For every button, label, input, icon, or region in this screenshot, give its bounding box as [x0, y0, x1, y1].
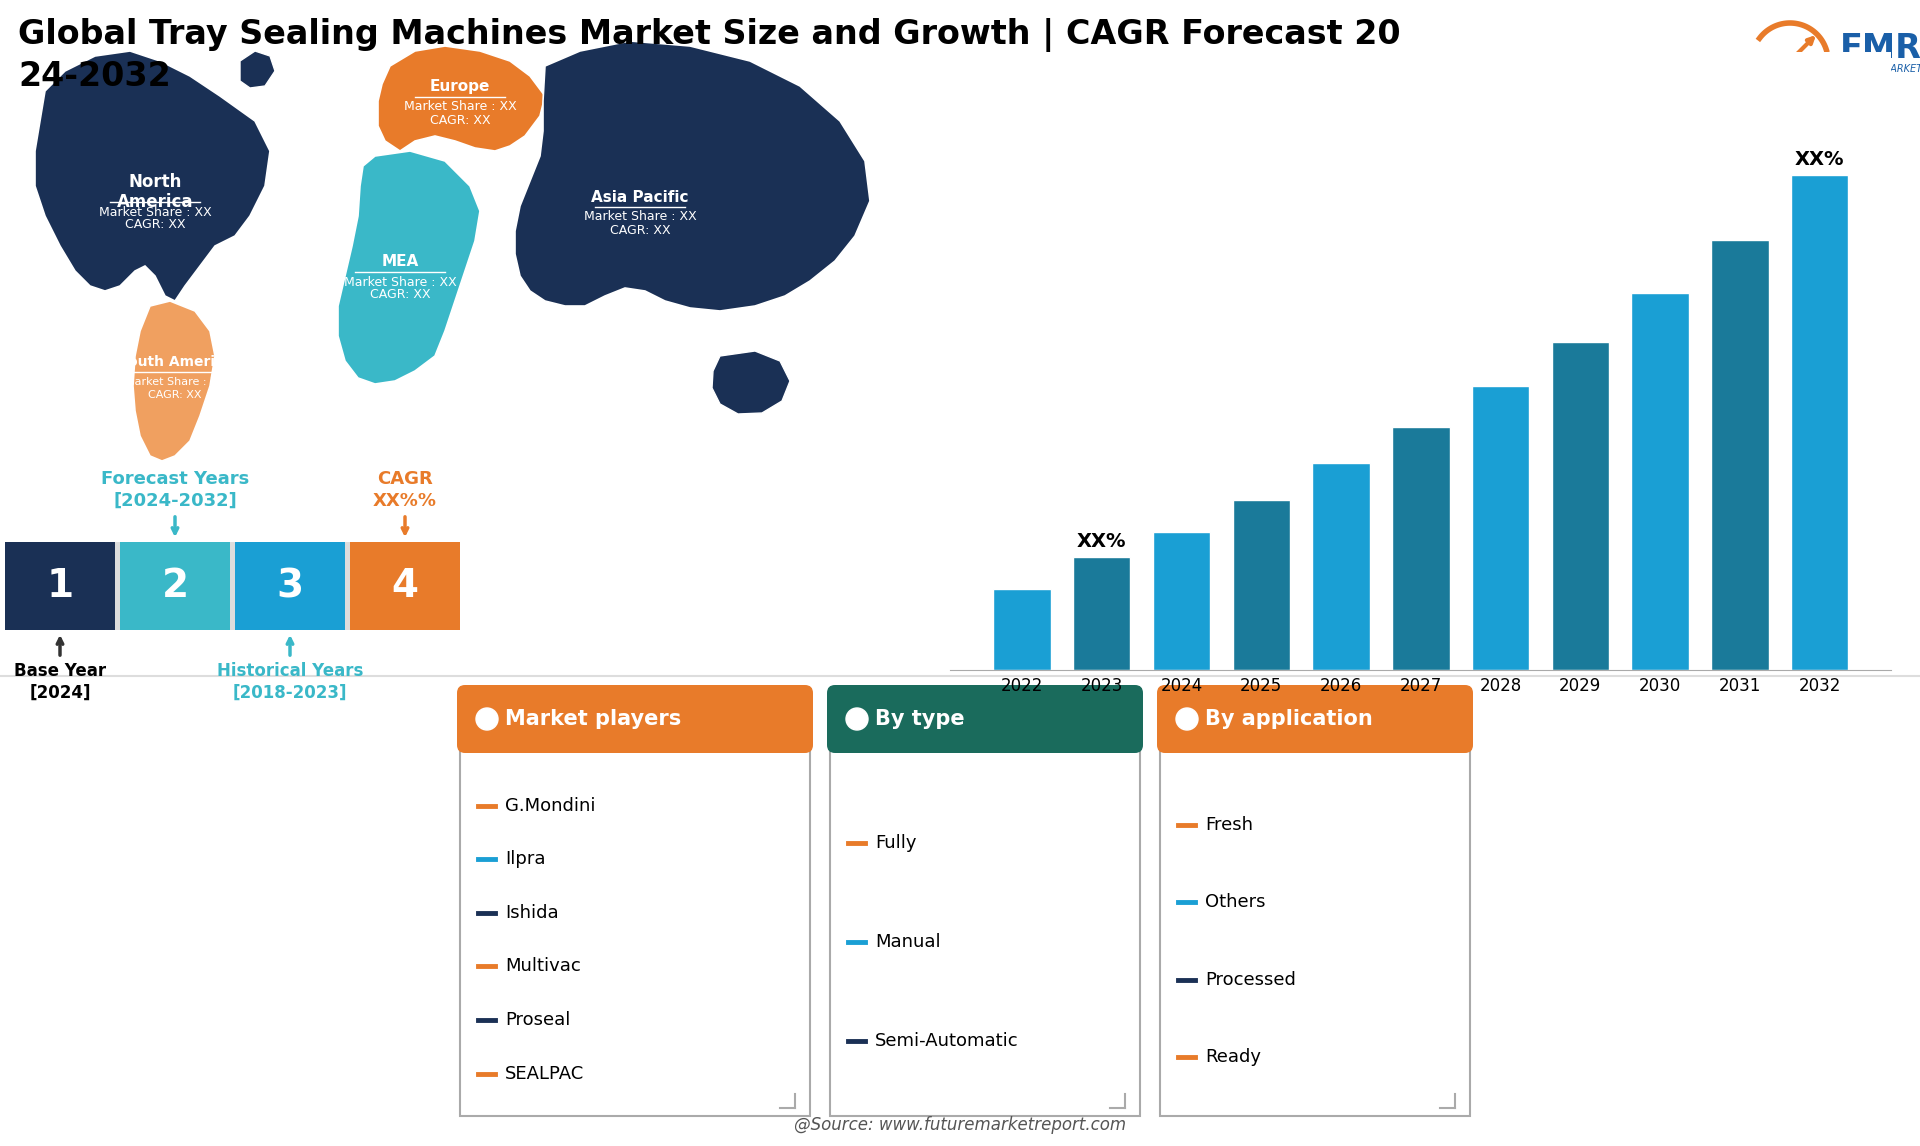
Polygon shape: [338, 151, 480, 384]
Text: CAGR
XX%%: CAGR XX%%: [372, 470, 438, 510]
Text: South America: South America: [117, 355, 232, 369]
Circle shape: [476, 708, 497, 730]
Bar: [1551, 342, 1609, 670]
FancyBboxPatch shape: [1158, 685, 1473, 753]
Text: Others: Others: [1206, 893, 1265, 911]
Bar: [1073, 557, 1131, 670]
Bar: [1233, 500, 1290, 670]
Circle shape: [847, 708, 868, 730]
Polygon shape: [240, 52, 275, 88]
Bar: [1711, 241, 1768, 670]
Polygon shape: [132, 301, 215, 461]
Bar: [1152, 533, 1210, 670]
Text: Tray Sealing Machines
Market Size Growth In
Bln or Mln: Tray Sealing Machines Market Size Growth…: [991, 61, 1373, 171]
Text: XX%: XX%: [1077, 532, 1127, 551]
Text: FUTURE MARKET REPORT: FUTURE MARKET REPORT: [1839, 64, 1920, 74]
Text: Fresh: Fresh: [1206, 816, 1254, 834]
Text: Ready: Ready: [1206, 1047, 1261, 1066]
Text: Ilpra: Ilpra: [505, 850, 545, 869]
Bar: [234, 542, 346, 630]
Text: 3: 3: [276, 567, 303, 605]
Polygon shape: [515, 41, 870, 311]
Text: Processed: Processed: [1206, 971, 1296, 989]
Text: CAGR: XX: CAGR: XX: [371, 289, 430, 301]
Text: Market Share : XX: Market Share : XX: [344, 275, 457, 289]
Text: 1: 1: [46, 567, 73, 605]
Text: Base Year
[2024]: Base Year [2024]: [13, 662, 106, 702]
Text: Forecast Years
[2024-2032]: Forecast Years [2024-2032]: [102, 470, 250, 510]
Bar: [993, 589, 1050, 670]
Bar: [1473, 386, 1530, 670]
Text: 4: 4: [392, 567, 419, 605]
Bar: [349, 542, 461, 630]
Bar: [6, 542, 115, 630]
FancyBboxPatch shape: [457, 685, 812, 753]
Text: By type: By type: [876, 709, 964, 729]
Text: CAGR: XX: CAGR: XX: [430, 113, 490, 126]
Text: Fully: Fully: [876, 833, 916, 851]
Bar: [1392, 427, 1450, 670]
Text: Historical Years
[2018-2023]: Historical Years [2018-2023]: [217, 662, 363, 702]
Text: Market Share : XX: Market Share : XX: [403, 101, 516, 113]
Text: Market Share : XX: Market Share : XX: [125, 377, 225, 387]
Text: Market players: Market players: [505, 709, 682, 729]
Text: XX%: XX%: [1795, 150, 1845, 170]
Text: SEALPAC: SEALPAC: [505, 1065, 584, 1083]
Text: Asia Pacific: Asia Pacific: [591, 189, 689, 204]
Text: 2: 2: [161, 567, 188, 605]
Circle shape: [1175, 708, 1198, 730]
Text: Global Tray Sealing Machines Market Size and Growth | CAGR Forecast 20
24-2032: Global Tray Sealing Machines Market Size…: [17, 18, 1400, 93]
Text: Proseal: Proseal: [505, 1011, 570, 1029]
Bar: [1632, 293, 1690, 670]
Text: CAGR: XX: CAGR: XX: [125, 219, 186, 231]
Text: By application: By application: [1206, 709, 1373, 729]
Text: Semi-Automatic: Semi-Automatic: [876, 1033, 1020, 1051]
Text: FMR: FMR: [1839, 32, 1920, 65]
Text: Ishida: Ishida: [505, 904, 559, 921]
Bar: [119, 542, 230, 630]
Text: CAGR: XX: CAGR: XX: [148, 390, 202, 400]
Bar: [1791, 175, 1849, 670]
Polygon shape: [35, 52, 271, 301]
Bar: [10, 542, 455, 630]
Bar: [1160, 691, 1471, 1116]
Text: @Source: www.futuremarketreport.com: @Source: www.futuremarketreport.com: [795, 1116, 1125, 1135]
Text: MEA: MEA: [382, 254, 419, 269]
Text: Manual: Manual: [876, 933, 941, 951]
Text: Multivac: Multivac: [505, 957, 580, 975]
Bar: [829, 691, 1140, 1116]
Text: Europe: Europe: [430, 79, 490, 94]
Text: G.Mondini: G.Mondini: [505, 796, 595, 815]
Bar: [461, 691, 810, 1116]
Text: CAGR: XX: CAGR: XX: [611, 223, 670, 236]
Text: Market Share : XX: Market Share : XX: [584, 211, 697, 223]
Text: Market Share : XX: Market Share : XX: [98, 205, 211, 219]
Polygon shape: [378, 46, 545, 151]
FancyBboxPatch shape: [828, 685, 1142, 753]
Text: North
America: North America: [117, 173, 194, 211]
Polygon shape: [712, 351, 789, 414]
Bar: [1311, 463, 1369, 670]
